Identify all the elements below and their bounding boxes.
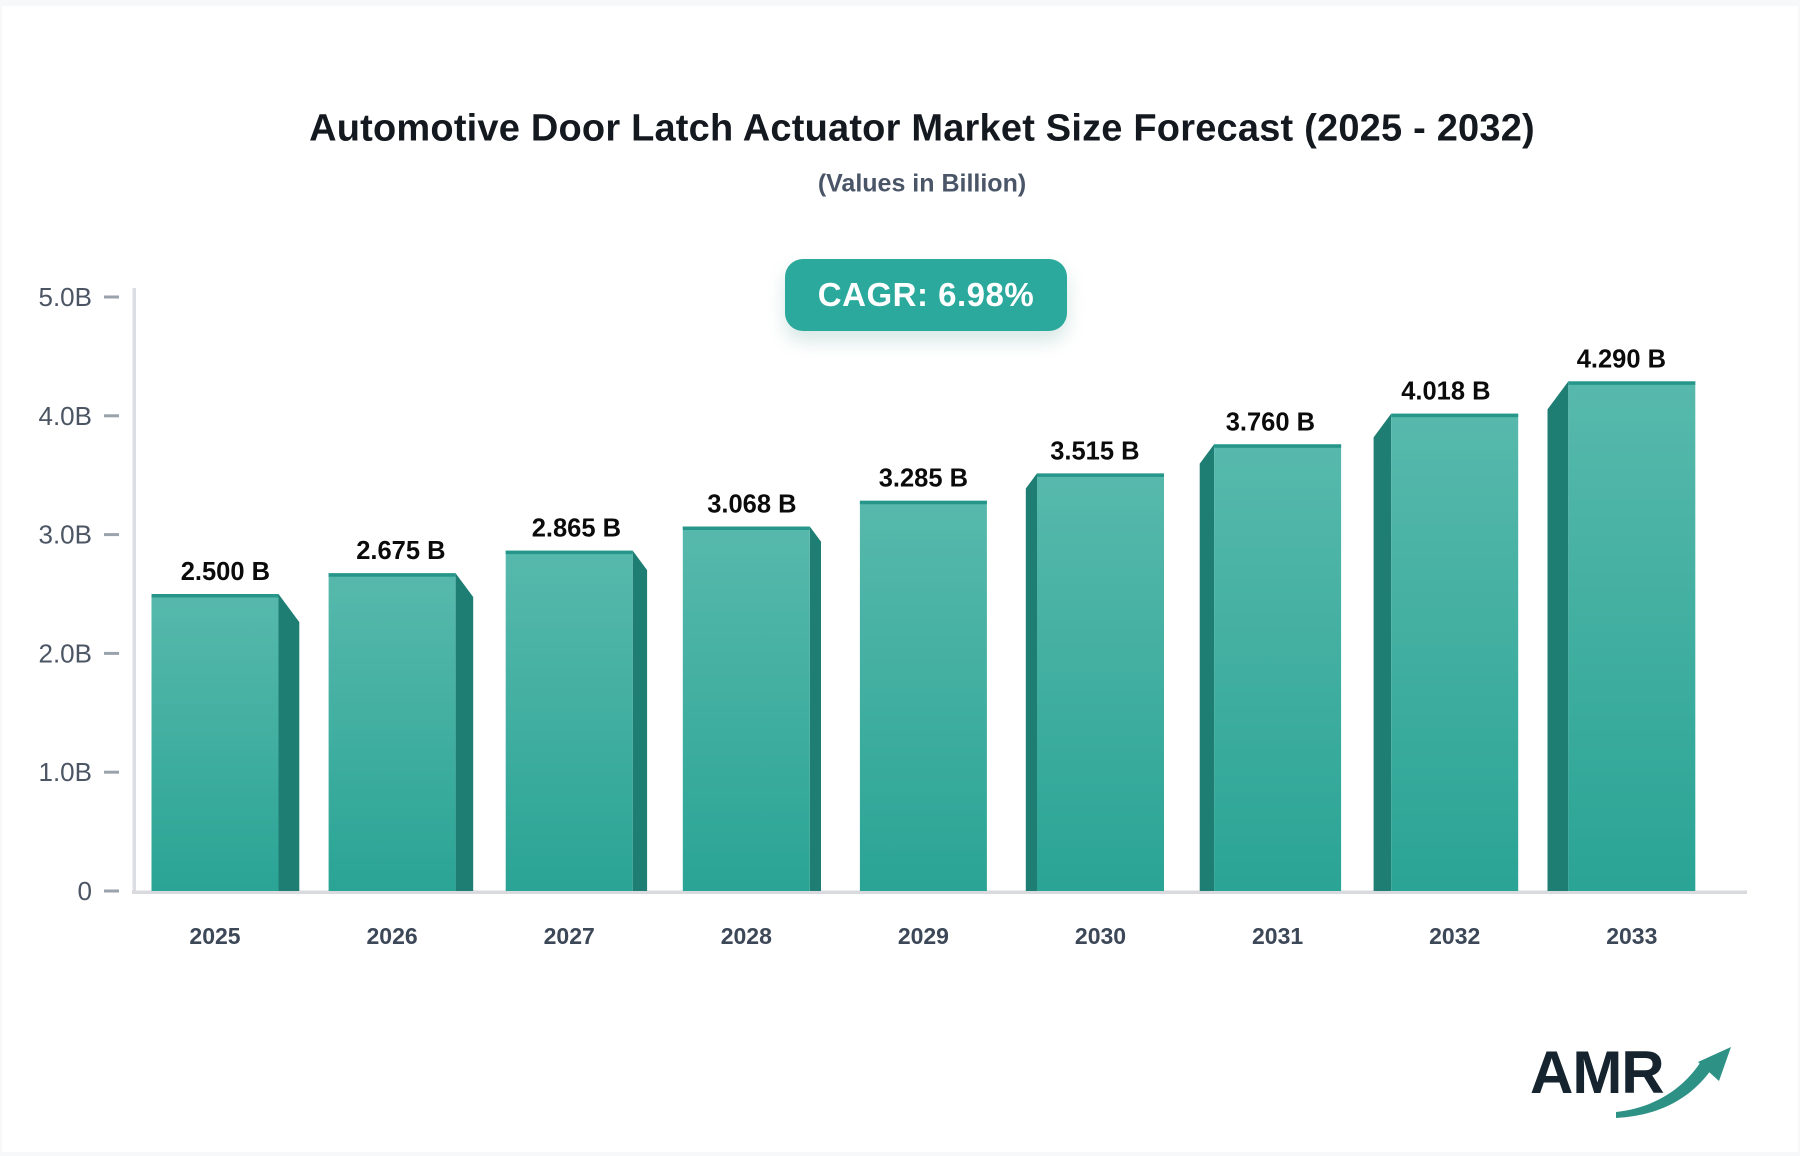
cagr-badge: CAGR: 6.98% <box>785 259 1067 331</box>
x-tick-label: 2027 <box>544 923 595 949</box>
bar <box>682 526 810 891</box>
bar-side-face <box>1199 444 1215 891</box>
bar-top-edge <box>682 526 810 531</box>
bar-chart: 5.0B 4.0B 3.0B 2.0B 1.0B 0 2.500 B 2025 2.675 B… <box>39 282 1747 949</box>
bar-top-edge <box>859 500 987 505</box>
x-tick-label: 2030 <box>1075 923 1126 949</box>
x-tick-label: 2028 <box>721 923 772 949</box>
bars <box>151 381 1696 891</box>
x-tick-label: 2029 <box>898 923 949 949</box>
bar-value-label: 2.500 B <box>181 558 270 586</box>
y-tick-dash <box>104 295 119 299</box>
axes: 5.0B 4.0B 3.0B 2.0B 1.0B 0 <box>39 282 1747 906</box>
amr-logo-text: AMR <box>1530 1039 1665 1106</box>
x-tick-label: 2025 <box>189 923 240 949</box>
y-tick-dash <box>104 889 119 893</box>
amr-logo: AMR <box>1530 1038 1770 1128</box>
y-tick-dash <box>104 533 119 537</box>
bar-top-edge <box>505 550 633 555</box>
bar-value-label: 3.068 B <box>707 491 796 519</box>
chart-subtitle: (Values in Billion) <box>817 169 1027 198</box>
cagr-badge-label: CAGR: 6.98% <box>817 276 1035 313</box>
bar-top-edge <box>328 573 456 577</box>
bar-value-label: 3.760 B <box>1226 408 1315 436</box>
y-tick-label: 4.0B <box>39 401 93 431</box>
bar-value-label: 3.515 B <box>1050 437 1139 465</box>
labels: 2.500 B 2025 2.675 B 2026 2.865 B 2027 3.068 B… <box>181 345 1666 949</box>
x-tick-label: 2026 <box>367 923 418 949</box>
bar-side-face <box>1373 413 1392 891</box>
bar <box>1391 413 1519 891</box>
bar-top-edge <box>1391 413 1519 418</box>
bar-side-face <box>1547 381 1569 891</box>
y-tick-label: 3.0B <box>39 520 93 550</box>
bar <box>859 500 987 891</box>
bar-side-face <box>809 526 821 891</box>
y-tick-dash <box>104 651 119 655</box>
amr-logo-arrow-icon <box>1616 1047 1731 1118</box>
y-tick-label: 2.0B <box>39 638 93 668</box>
bar-side-face <box>278 594 300 891</box>
bar <box>1568 381 1696 891</box>
y-axis-line <box>132 288 136 893</box>
x-tick-label: 2031 <box>1252 923 1303 949</box>
bar-value-label: 3.285 B <box>879 465 968 493</box>
bar-top-edge <box>1037 473 1164 477</box>
bar-value-label: 4.018 B <box>1401 378 1490 406</box>
chart-title: Automotive Door Latch Actuator Market Si… <box>309 107 1535 150</box>
x-tick-label: 2033 <box>1606 923 1657 949</box>
y-tick-label: 1.0B <box>39 757 93 787</box>
bar <box>1037 473 1164 891</box>
y-tick-dash <box>104 770 119 774</box>
x-tick-label: 2032 <box>1429 923 1480 949</box>
bar-top-edge <box>1214 444 1342 448</box>
report-card: Automotive Door Latch Actuator Market Si… <box>2 6 1798 1152</box>
bar-top-edge <box>151 594 279 598</box>
bar-top-edge <box>1568 381 1696 385</box>
bar <box>1214 444 1342 891</box>
y-tick-dash <box>104 414 119 418</box>
bar-value-label: 2.865 B <box>532 515 621 543</box>
bar-side-face <box>632 550 648 891</box>
x-axis-line <box>132 890 1747 894</box>
y-tick-label: 0 <box>78 876 92 906</box>
bar-side-face <box>455 573 474 891</box>
bar-value-label: 4.290 B <box>1577 345 1666 373</box>
bar-value-label: 2.675 B <box>356 537 445 565</box>
y-tick-label: 5.0B <box>39 282 93 312</box>
bar <box>328 573 456 891</box>
bar-side-face <box>1025 473 1037 891</box>
bar <box>505 550 633 891</box>
bar <box>151 594 279 891</box>
